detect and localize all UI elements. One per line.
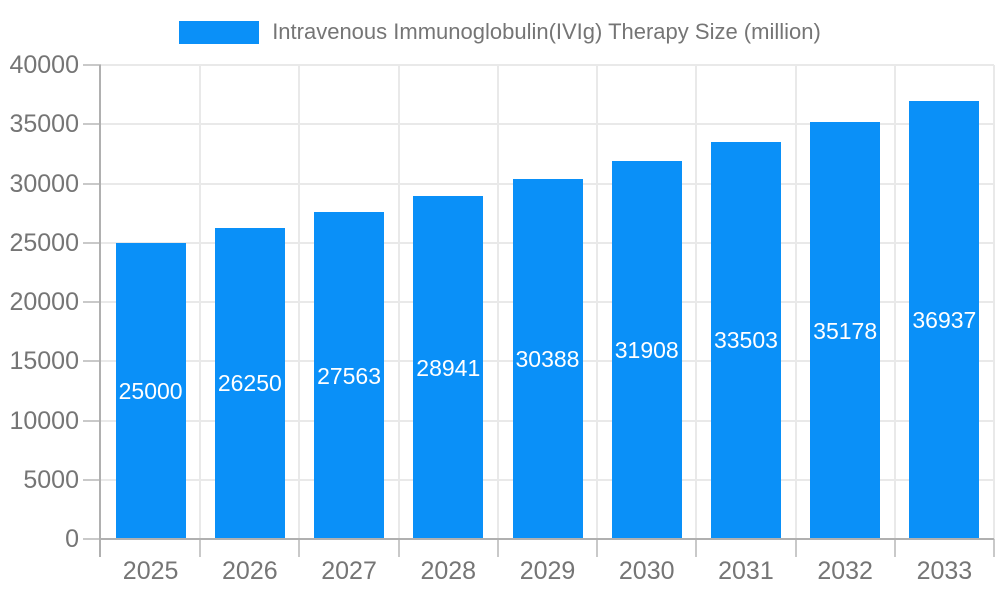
bar[interactable] [909,101,980,539]
x-tick [298,539,301,557]
bar-value-label: 31908 [614,336,679,363]
gridline-v [596,65,599,539]
x-tick-label: 2033 [916,557,973,585]
y-tick [83,123,101,126]
gridline-h [101,123,994,126]
y-tick [83,478,101,481]
x-axis-line [101,538,994,540]
x-tick [496,539,499,557]
bar-value-label: 27563 [317,362,382,389]
x-tick [993,539,995,557]
bar[interactable] [512,178,583,539]
x-tick-label: 2029 [519,557,576,585]
gridline-v [397,65,400,539]
x-tick-label: 2025 [122,557,179,585]
bar-value-label: 30388 [515,345,580,372]
y-tick [83,182,101,185]
x-tick [199,539,202,557]
y-axis-line [99,65,101,557]
bar[interactable] [314,212,385,539]
y-tick-label: 20000 [9,288,79,316]
x-tick-label: 2027 [321,557,377,585]
y-tick [83,64,101,66]
y-tick-label: 10000 [9,406,79,435]
y-tick [83,419,101,422]
y-tick-label: 15000 [9,347,79,376]
bar[interactable] [810,122,881,539]
legend-swatch [179,20,260,44]
bar-value-label: 28941 [416,354,481,381]
bar[interactable] [413,196,484,539]
y-tick-label: 0 [65,525,79,553]
bar[interactable] [611,160,682,539]
bar-value-label: 25000 [118,377,183,404]
x-tick-label: 2028 [420,557,477,585]
x-tick [695,539,698,557]
gridline-v [199,65,202,539]
x-tick [596,539,599,557]
y-tick [83,538,101,540]
y-tick-label: 5000 [23,465,79,494]
x-tick [893,539,896,557]
bar[interactable] [115,242,186,539]
y-tick-label: 40000 [9,51,79,79]
legend-label: Intravenous Immunoglobulin(IVIg) Therapy… [272,19,821,44]
x-tick-label: 2026 [222,557,278,585]
x-tick-label: 2032 [817,557,873,585]
y-tick [83,301,101,303]
y-tick [83,241,101,244]
y-tick-label: 35000 [9,110,79,139]
gridline-v [893,65,896,539]
legend[interactable]: Intravenous Immunoglobulin(IVIg) Therapy… [0,19,1000,45]
y-tick-label: 30000 [9,169,79,198]
bar-value-label: 36937 [912,307,977,334]
bar[interactable] [710,141,781,539]
bar-value-label: 35178 [813,317,878,344]
gridline-v [695,65,698,539]
x-tick-label: 2031 [718,557,774,585]
gridline-v [298,65,301,539]
x-tick [397,539,400,557]
bar[interactable] [214,227,285,539]
gridline-v [993,65,995,539]
x-tick [794,539,797,557]
x-tick-label: 2030 [618,557,675,585]
bar-value-label: 26250 [217,370,282,397]
bar-value-label: 33503 [713,327,778,354]
y-tick-label: 25000 [9,228,79,257]
gridline-v [794,65,797,539]
y-tick [83,360,101,363]
gridline-h [101,64,994,66]
gridline-v [496,65,499,539]
